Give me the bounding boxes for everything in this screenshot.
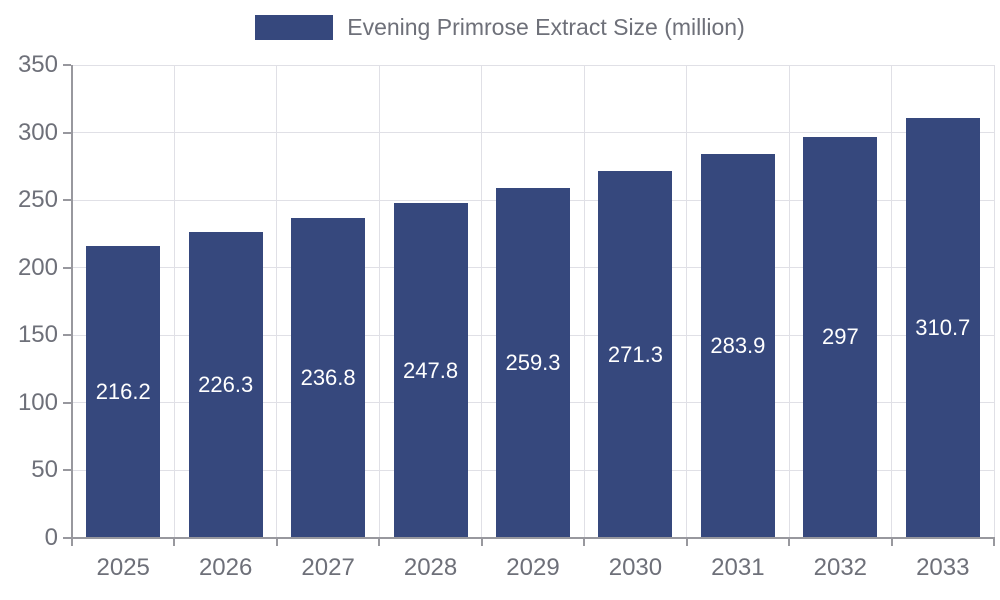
x-tick-label: 2025 [96,554,150,581]
v-gridline [993,65,995,538]
x-tick-label: 2026 [198,554,253,581]
bar [291,217,366,538]
legend-swatch [255,15,334,40]
y-tick-mark [63,131,71,134]
y-tick-label: 50 [31,456,58,484]
bar-value-label: 216.2 [95,378,151,404]
x-tick-mark [71,539,73,546]
x-tick-label: 2031 [711,554,765,581]
y-tick-label: 150 [17,321,58,349]
x-axis-line [71,537,995,539]
y-tick-mark [63,537,71,539]
x-tick-mark [788,539,791,546]
bar-value-label: 283.9 [710,333,766,359]
x-tick-mark [480,539,483,546]
x-tick-label: 2029 [506,554,560,581]
x-tick-label: 2027 [301,554,355,581]
v-gridline [481,65,483,538]
y-tick-mark [63,266,71,269]
chart-legend: Evening Primrose Extract Size (million) [0,14,1000,41]
x-tick-mark [993,539,995,546]
y-tick-label: 0 [44,524,58,551]
y-tick-mark [63,401,71,404]
v-gridline [583,65,585,538]
x-tick-mark [275,539,278,546]
y-tick-mark [63,334,71,337]
v-gridline [788,65,790,538]
bar-value-label: 247.8 [403,357,459,383]
legend-label: Evening Primrose Extract Size (million) [347,14,745,40]
h-gridline [72,64,994,66]
bar-value-label: 226.3 [198,372,254,398]
bar [86,245,161,538]
bar-value-label: 236.8 [300,364,356,390]
bar-value-label: 297 [821,324,859,350]
x-tick-label: 2032 [813,554,868,581]
bar [393,203,468,538]
y-tick-label: 350 [17,51,58,78]
bar [496,187,570,538]
bar-value-label: 259.3 [505,349,561,375]
bar-value-label: 271.3 [607,341,663,367]
y-tick-label: 250 [17,186,58,214]
y-axis-line [71,65,73,540]
y-tick-label: 100 [17,388,58,416]
bar [905,118,980,538]
x-tick-mark [378,539,381,546]
bar [598,171,673,538]
y-tick-label: 300 [17,118,58,146]
x-tick-mark [583,539,586,546]
bar-value-label: 310.7 [915,315,971,341]
y-tick-mark [63,199,71,202]
y-tick-label: 200 [17,253,58,281]
bar [188,232,263,538]
bar [700,154,775,538]
v-gridline [686,65,688,538]
y-tick-mark [63,469,71,472]
v-gridline [891,65,893,538]
x-tick-mark [173,539,176,546]
x-tick-mark [685,539,688,546]
x-tick-label: 2028 [403,554,458,581]
v-gridline [173,65,175,538]
x-tick-label: 2030 [608,554,663,581]
x-tick-mark [890,539,893,546]
x-tick-label: 2033 [916,554,970,581]
v-gridline [378,65,380,538]
y-tick-mark [63,64,71,66]
v-gridline [276,65,278,538]
h-gridline [72,132,994,134]
bar [803,136,878,538]
